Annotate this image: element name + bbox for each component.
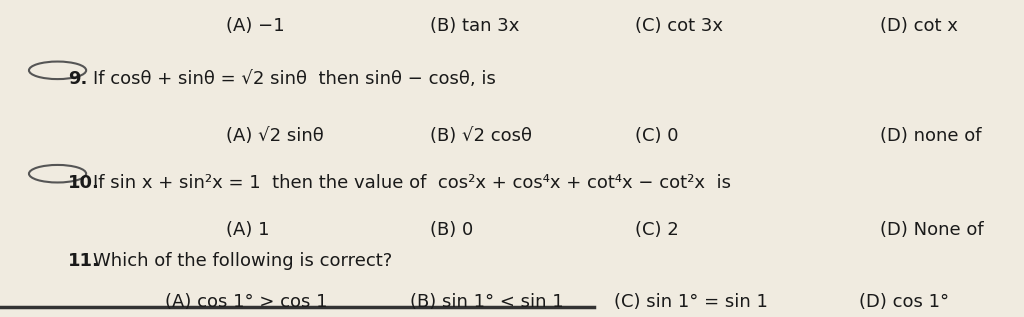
Text: (D) None of: (D) None of (880, 221, 983, 239)
Text: (D) cot x: (D) cot x (880, 17, 957, 35)
Text: 10.: 10. (68, 174, 99, 192)
Text: 11.: 11. (68, 252, 99, 270)
Text: 9.: 9. (68, 70, 87, 88)
Text: (D) none of: (D) none of (880, 127, 981, 145)
Text: If sin x + sin²x = 1  then the value of  cos²x + cos⁴x + cot⁴x − cot²x  is: If sin x + sin²x = 1 then the value of c… (93, 174, 731, 192)
Text: (A) cos 1° > cos 1: (A) cos 1° > cos 1 (165, 293, 328, 311)
Text: (C) 2: (C) 2 (635, 221, 678, 239)
Text: (A) −1: (A) −1 (226, 17, 285, 35)
Text: (A) √2 sinθ: (A) √2 sinθ (226, 127, 324, 145)
Text: (A) 1: (A) 1 (226, 221, 269, 239)
Text: If cosθ + sinθ = √2 sinθ  then sinθ − cosθ, is: If cosθ + sinθ = √2 sinθ then sinθ − cos… (93, 70, 497, 88)
Text: (C) 0: (C) 0 (635, 127, 678, 145)
Text: (C) cot 3x: (C) cot 3x (635, 17, 723, 35)
Text: (B) tan 3x: (B) tan 3x (430, 17, 519, 35)
Text: (B) sin 1° < sin 1: (B) sin 1° < sin 1 (410, 293, 563, 311)
Text: (B) √2 cosθ: (B) √2 cosθ (430, 127, 532, 145)
Text: (B) 0: (B) 0 (430, 221, 473, 239)
Text: Which of the following is correct?: Which of the following is correct? (93, 252, 392, 270)
Text: (C) sin 1° = sin 1: (C) sin 1° = sin 1 (614, 293, 768, 311)
Text: (D) cos 1°: (D) cos 1° (859, 293, 949, 311)
